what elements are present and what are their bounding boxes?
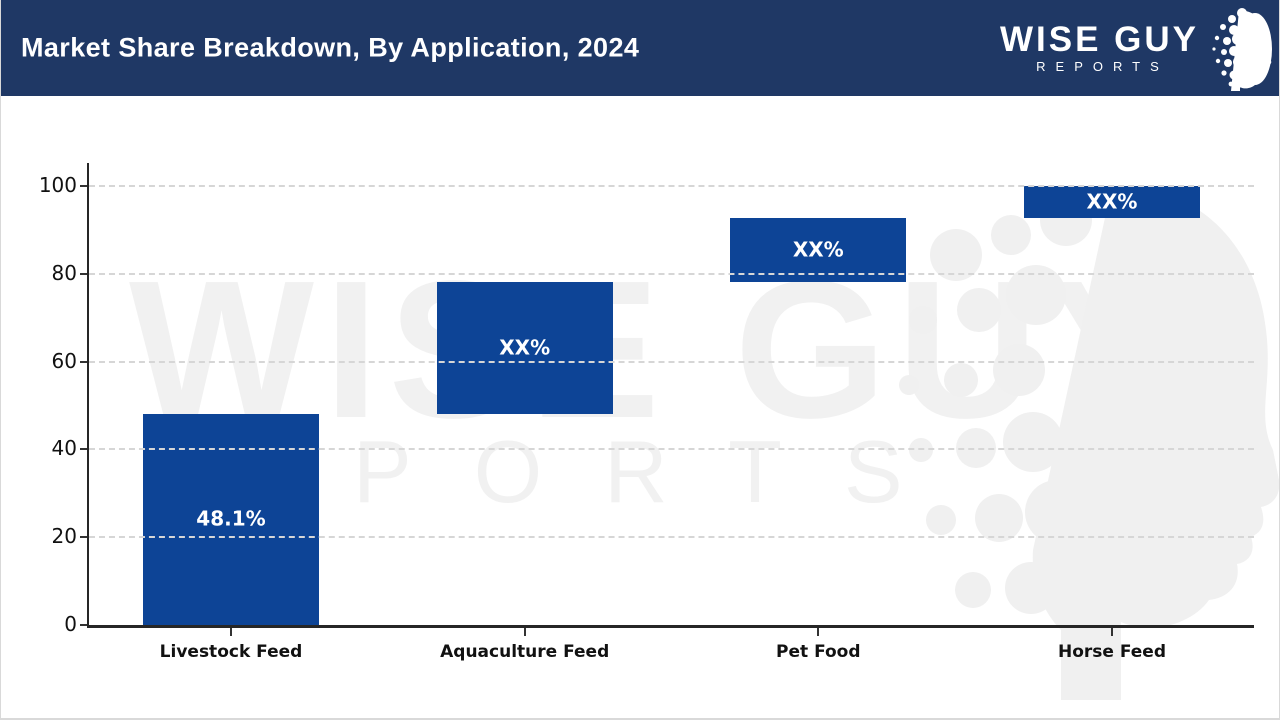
page-title: Market Share Breakdown, By Application, … xyxy=(21,32,640,63)
x-tick xyxy=(230,628,232,636)
gridline-80 xyxy=(89,272,1254,275)
y-tick-label: 20 xyxy=(51,524,77,549)
gridline-40 xyxy=(89,448,1254,451)
y-tick xyxy=(80,536,89,539)
gridline-60 xyxy=(89,360,1254,363)
chart-region: 48.1% Livestock Feed XX% Aquaculture Feed XX… xyxy=(1,96,1279,718)
y-tick-label: 60 xyxy=(51,348,77,373)
watermark-subtext: PORTS xyxy=(353,422,965,521)
x-tick xyxy=(817,628,820,636)
brand-logo: WISE GUY REPORTS xyxy=(1000,4,1273,92)
header-bar: Market Share Breakdown, By Application, … xyxy=(1,0,1279,96)
bar-livestock-feed: 48.1% xyxy=(143,413,319,625)
watermark-head-icon xyxy=(899,188,1279,700)
y-tick-label: 40 xyxy=(51,436,77,461)
y-tick xyxy=(80,448,89,451)
x-label-pet-food: Pet Food xyxy=(776,642,861,662)
x-label-aquaculture-feed: Aquaculture Feed xyxy=(440,642,610,662)
gridline-20 xyxy=(89,536,1254,539)
bar-horse-feed: XX% xyxy=(1024,186,1200,218)
x-label-horse-feed: Horse Feed xyxy=(1057,642,1166,662)
logo-wordmark: WISE GUY xyxy=(999,19,1199,59)
logo-subtext: REPORTS xyxy=(1036,59,1169,75)
bar-aquaculture-feed: XX% xyxy=(436,282,613,414)
bar-pet-food: XX% xyxy=(730,217,907,283)
y-tick xyxy=(80,624,89,626)
x-axis-line xyxy=(87,625,1254,628)
x-tick xyxy=(523,628,526,636)
y-tick xyxy=(80,272,89,275)
logo-text: WISE GUY REPORTS xyxy=(999,19,1199,75)
x-label-livestock-feed: Livestock Feed xyxy=(159,642,303,662)
bar-value-label: XX% xyxy=(792,237,844,262)
bar-value-label: XX% xyxy=(499,335,551,360)
logo-head-icon xyxy=(1212,8,1272,91)
bar-value-label: 48.1% xyxy=(196,506,266,531)
y-tick xyxy=(80,185,89,187)
y-axis-line xyxy=(87,163,89,627)
bar-value-label: XX% xyxy=(1086,189,1138,214)
y-tick-label: 80 xyxy=(51,260,77,285)
gridline-100 xyxy=(89,185,1254,187)
y-tick xyxy=(80,360,89,363)
x-tick xyxy=(1111,628,1113,636)
y-tick-label: 100 xyxy=(38,173,77,197)
y-tick-label: 0 xyxy=(64,612,77,636)
